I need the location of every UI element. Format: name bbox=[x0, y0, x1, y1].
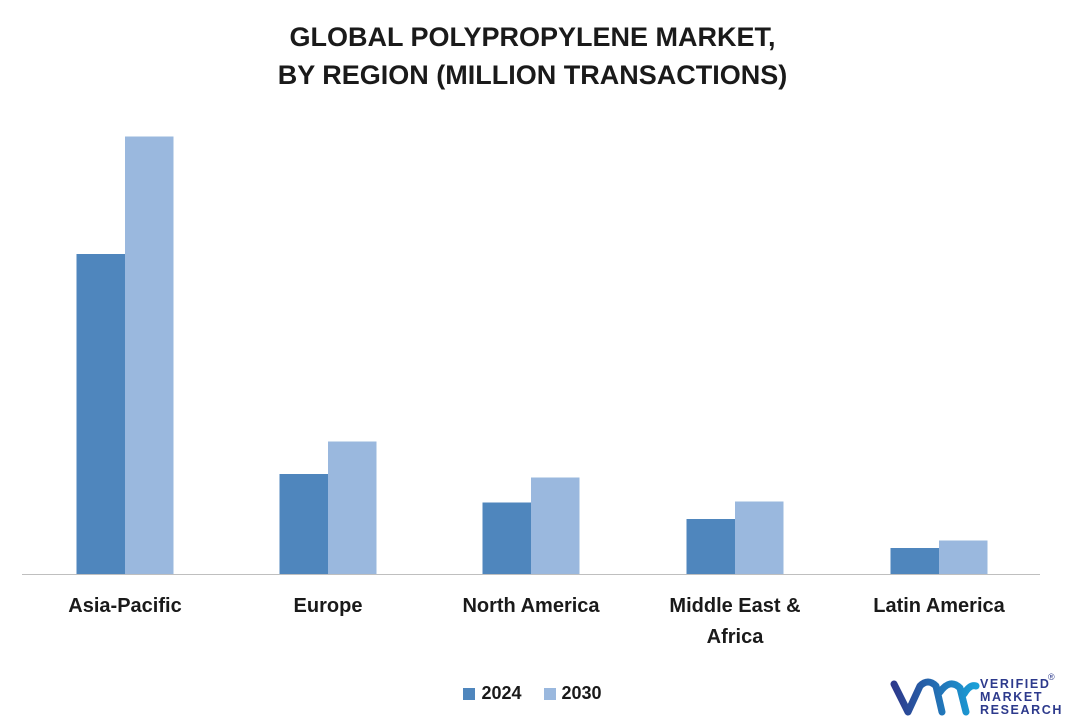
bar-2030-3 bbox=[735, 501, 784, 574]
category-label-line: Asia-Pacific bbox=[68, 595, 181, 617]
category-label-line: Latin America bbox=[873, 595, 1005, 617]
bar-2024-1 bbox=[279, 474, 328, 574]
category-label-0: Asia-Pacific bbox=[68, 595, 181, 617]
legend-swatch-2024 bbox=[463, 687, 476, 700]
logo-line-1: VERIFIED bbox=[980, 677, 1051, 691]
legend-label-2024: 2024 bbox=[481, 683, 522, 703]
chart-title-line-1: GLOBAL POLYPROPYLENE MARKET, bbox=[289, 22, 776, 52]
bar-2030-4 bbox=[939, 540, 988, 574]
logo-line-2: MARKET bbox=[980, 690, 1044, 704]
legend-label-2030: 2030 bbox=[561, 683, 602, 703]
bar-2030-1 bbox=[328, 441, 377, 574]
bar-2024-2 bbox=[482, 502, 531, 574]
category-label-line: North America bbox=[462, 595, 600, 617]
legend-item-2030: 2030 bbox=[543, 683, 602, 704]
vmr-logo-icon bbox=[890, 678, 980, 716]
category-label-1: Europe bbox=[294, 595, 363, 617]
legend-item-2024: 2024 bbox=[463, 683, 522, 704]
category-label-3: Middle East & Africa bbox=[669, 595, 800, 648]
legend: 2024 2030 bbox=[0, 683, 1065, 704]
chart-title-line-2: BY REGION (MILLION TRANSACTIONS) bbox=[277, 60, 788, 90]
category-labels: Asia-Pacific Europe North America Middle Ea… bbox=[68, 595, 1005, 648]
category-label-line: Europe bbox=[294, 595, 363, 617]
logo-line-3: RESEARCH bbox=[980, 703, 1063, 717]
bar-2030-0 bbox=[125, 136, 174, 574]
bar-2030-2 bbox=[531, 477, 580, 574]
bar-2024-3 bbox=[686, 519, 735, 574]
chart-title: GLOBAL POLYPROPYLENE MARKET, BY REGION (… bbox=[0, 18, 1065, 94]
category-label-2: North America bbox=[462, 595, 600, 617]
category-label-line: Africa bbox=[707, 626, 765, 648]
registered-mark: ® bbox=[1048, 672, 1055, 682]
bar-2024-4 bbox=[890, 548, 939, 574]
category-label-line: Middle East & bbox=[669, 595, 800, 617]
bar-2024-0 bbox=[76, 254, 125, 574]
legend-swatch-2030 bbox=[543, 687, 556, 700]
vmr-logo-text: VERIFIED MARKET RESEARCH bbox=[980, 678, 1063, 717]
category-label-4: Latin America bbox=[873, 595, 1005, 617]
bars-group bbox=[76, 136, 988, 574]
